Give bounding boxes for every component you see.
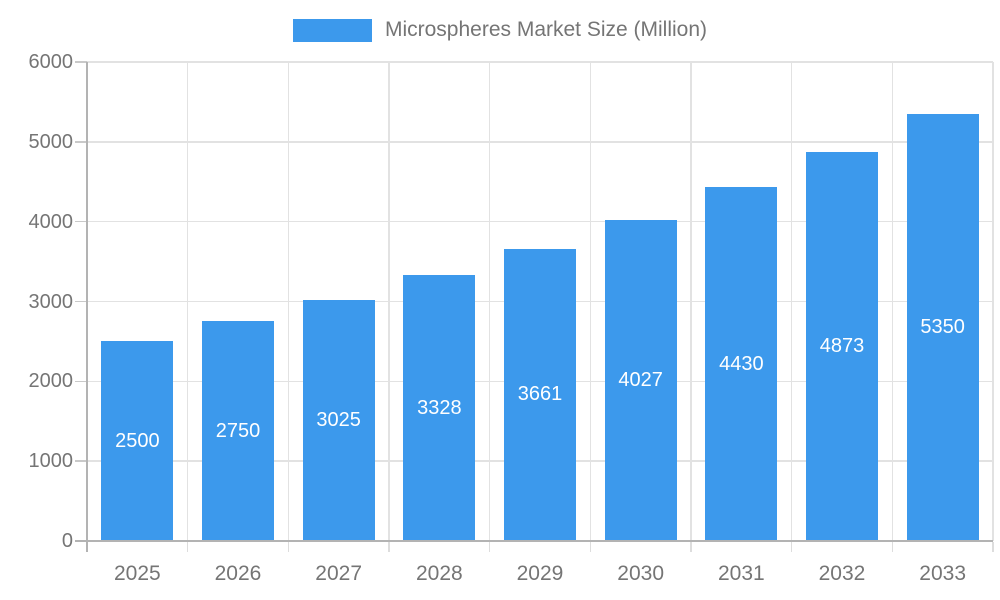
y-axis-label: 0 <box>61 530 73 552</box>
bar-value-label: 4430 <box>719 352 764 375</box>
x-axis-label: 2029 <box>516 562 564 585</box>
y-axis-label: 3000 <box>28 290 74 313</box>
v-gridline <box>186 62 189 541</box>
x-tick <box>992 542 994 552</box>
y-tick <box>75 380 87 383</box>
x-tick <box>186 542 189 552</box>
x-tick <box>790 542 793 552</box>
x-tick <box>891 542 894 552</box>
x-tick <box>488 542 491 552</box>
x-axis-label: 2028 <box>415 562 463 585</box>
x-tick <box>287 542 290 552</box>
bar: 4430 <box>705 187 778 541</box>
v-gridline <box>891 62 894 541</box>
bar: 4027 <box>604 219 677 541</box>
bar-value-label: 4873 <box>819 334 865 357</box>
x-tick <box>690 542 692 552</box>
bar: 2500 <box>101 341 174 541</box>
y-tick <box>75 300 87 303</box>
y-axis-label: 2000 <box>28 370 74 393</box>
y-tick <box>75 141 87 143</box>
y-axis-label: 5000 <box>28 130 74 153</box>
bar: 3661 <box>504 248 576 541</box>
x-tick <box>388 542 390 552</box>
bar: 4873 <box>806 151 878 541</box>
bar: 3328 <box>403 275 476 541</box>
v-gridline <box>388 62 390 541</box>
bar-value-label: 2500 <box>115 429 160 452</box>
y-axis-label: 6000 <box>28 51 74 73</box>
v-gridline <box>690 62 692 541</box>
x-axis-label: 2033 <box>919 562 967 585</box>
bar-value-label: 3025 <box>316 408 361 431</box>
plot-area: 2500 2750 3025 3328 3661 4027 4430 4873 5350 <box>87 61 994 541</box>
x-axis-label: 2032 <box>818 562 866 585</box>
legend-label: Microspheres Market Size (Million) <box>384 18 708 41</box>
bar-value-label: 3661 <box>517 383 563 406</box>
v-gridline <box>589 62 592 541</box>
y-tick <box>75 220 87 223</box>
y-tick <box>75 61 87 63</box>
h-gridline <box>87 141 993 143</box>
v-gridline <box>790 62 793 541</box>
bar-value-label: 2750 <box>215 419 261 442</box>
x-axis-label: 2030 <box>617 562 665 585</box>
x-tick <box>589 542 592 552</box>
y-tick <box>75 460 87 462</box>
v-gridline <box>287 62 290 541</box>
bar: 2750 <box>202 321 274 541</box>
legend-swatch <box>292 18 372 42</box>
bar: 5350 <box>906 113 979 541</box>
v-gridline <box>992 62 994 541</box>
x-axis-label: 2031 <box>717 562 765 585</box>
bar: 3025 <box>302 299 375 541</box>
x-axis-label: 2027 <box>315 562 363 585</box>
y-axis-label: 4000 <box>28 210 74 233</box>
bar-value-label: 4027 <box>618 368 663 391</box>
bar-value-label: 3328 <box>417 396 462 419</box>
bar-value-label: 5350 <box>920 315 965 338</box>
h-gridline <box>87 61 993 63</box>
y-axis-line <box>86 62 88 552</box>
v-gridline <box>488 62 491 541</box>
x-axis-label: 2025 <box>113 562 161 585</box>
y-axis-label: 1000 <box>28 450 74 473</box>
legend: Microspheres Market Size (Million) <box>0 18 1000 42</box>
x-axis-line <box>75 540 993 542</box>
h-gridline <box>87 220 993 223</box>
x-axis-label: 2026 <box>214 562 262 585</box>
